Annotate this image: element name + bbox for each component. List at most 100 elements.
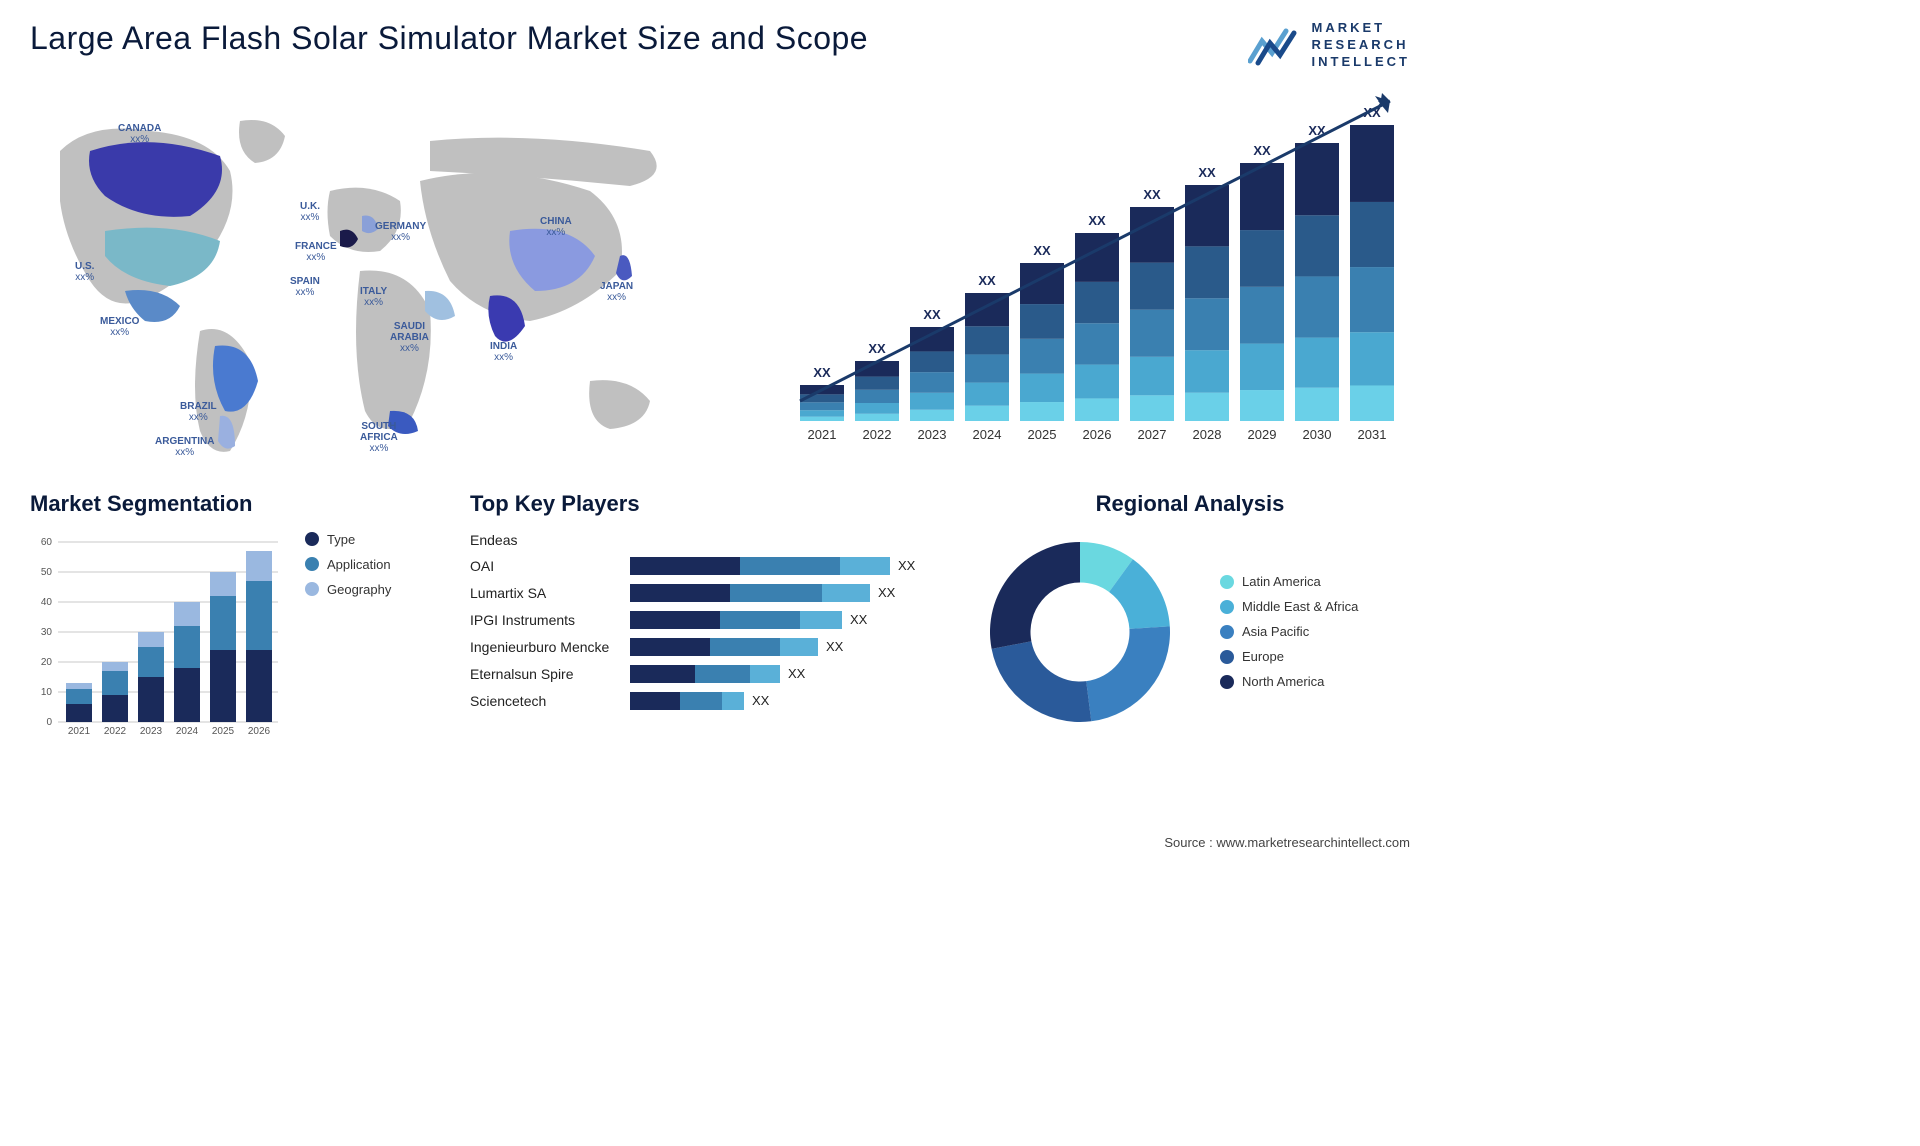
player-value: XX [788, 666, 805, 681]
svg-text:2021: 2021 [808, 427, 837, 442]
player-value: XX [752, 693, 769, 708]
world-map: CANADAxx% U.S.xx% MEXICOxx% BRAZILxx% ARGENT… [30, 81, 760, 461]
player-label: OAI [470, 558, 630, 574]
map-label: MEXICOxx% [100, 316, 139, 338]
svg-text:2022: 2022 [863, 427, 892, 442]
legend-item: Asia Pacific [1220, 624, 1358, 639]
legend-item: Middle East & Africa [1220, 599, 1358, 614]
player-value: XX [850, 612, 867, 627]
svg-text:20: 20 [41, 657, 53, 668]
svg-text:XX: XX [978, 273, 996, 288]
svg-text:2029: 2029 [1248, 427, 1277, 442]
svg-text:2031: 2031 [1358, 427, 1387, 442]
svg-text:XX: XX [1143, 187, 1161, 202]
legend-item: Europe [1220, 649, 1358, 664]
players-section: Top Key Players EndeasOAIXXLumartix SAXX… [470, 491, 950, 742]
player-label: IPGI Instruments [470, 612, 630, 628]
map-label: INDIAxx% [490, 341, 517, 363]
map-label: ITALYxx% [360, 286, 387, 308]
player-row: Lumartix SA XX [470, 584, 950, 602]
player-bar-wrap: XX [630, 692, 950, 710]
segmentation-section: Market Segmentation 01020304050602021202… [30, 491, 450, 742]
player-row: Eternalsun Spire XX [470, 665, 950, 683]
logo: MARKET RESEARCH INTELLECT [1248, 20, 1411, 71]
regional-section: Regional Analysis Latin America Middle Ea… [970, 491, 1410, 742]
svg-text:30: 30 [41, 627, 53, 638]
svg-text:2026: 2026 [248, 726, 271, 737]
player-label: Ingenieurburo Mencke [470, 639, 630, 655]
seg-bars [66, 551, 272, 722]
player-bar-wrap: XX [630, 638, 950, 656]
player-row: OAI XX [470, 557, 950, 575]
player-value: XX [878, 585, 895, 600]
map-label: SOUTHAFRICAxx% [360, 421, 398, 454]
player-bar [630, 665, 780, 683]
map-label: SAUDIARABIAxx% [390, 321, 429, 354]
svg-text:2027: 2027 [1138, 427, 1167, 442]
svg-text:60: 60 [41, 537, 53, 548]
map-label: CHINAxx% [540, 216, 572, 238]
svg-text:2023: 2023 [140, 726, 163, 737]
player-label: Endeas [470, 532, 630, 548]
legend-item: Application [305, 557, 391, 572]
svg-text:XX: XX [923, 307, 941, 322]
svg-text:2028: 2028 [1193, 427, 1222, 442]
svg-text:2022: 2022 [104, 726, 127, 737]
bottom-row: Market Segmentation 01020304050602021202… [30, 491, 1410, 742]
logo-line3: INTELLECT [1312, 54, 1411, 71]
map-label: CANADAxx% [118, 123, 161, 145]
logo-line2: RESEARCH [1312, 37, 1411, 54]
map-label: BRAZILxx% [180, 401, 217, 423]
player-label: Sciencetech [470, 693, 630, 709]
player-bar-wrap: XX [630, 557, 950, 575]
svg-text:2026: 2026 [1083, 427, 1112, 442]
segmentation-title: Market Segmentation [30, 491, 450, 517]
growth-bars: XXXXXXXXXXXXXXXXXXXXXX [800, 105, 1394, 421]
map-label: SPAINxx% [290, 276, 320, 298]
top-row: CANADAxx% U.S.xx% MEXICOxx% BRAZILxx% ARGENT… [30, 81, 1410, 461]
segmentation-svg: 0102030405060202120222023202420252026 [30, 532, 290, 742]
player-bar-wrap: XX [630, 611, 950, 629]
svg-text:2025: 2025 [1028, 427, 1057, 442]
svg-text:50: 50 [41, 567, 53, 578]
player-bar [630, 692, 744, 710]
source-label: Source : www.marketresearchintellect.com [1164, 835, 1410, 850]
player-row: Endeas [470, 532, 950, 548]
svg-text:2025: 2025 [212, 726, 235, 737]
map-label: JAPANxx% [600, 281, 633, 303]
svg-text:2023: 2023 [918, 427, 947, 442]
header: Large Area Flash Solar Simulator Market … [30, 20, 1410, 71]
player-row: IPGI Instruments XX [470, 611, 950, 629]
svg-text:10: 10 [41, 687, 53, 698]
svg-text:XX: XX [868, 341, 886, 356]
svg-text:XX: XX [1033, 243, 1051, 258]
svg-text:XX: XX [1198, 165, 1216, 180]
player-value: XX [898, 558, 915, 573]
map-label: U.S.xx% [75, 261, 94, 283]
player-label: Eternalsun Spire [470, 666, 630, 682]
regional-title: Regional Analysis [970, 491, 1410, 517]
player-bar [630, 557, 890, 575]
player-bar-wrap: XX [630, 584, 950, 602]
svg-text:2021: 2021 [68, 726, 91, 737]
player-row: Ingenieurburo MenckeXX [470, 638, 950, 656]
svg-text:2024: 2024 [176, 726, 199, 737]
growth-svg: XXXXXXXXXXXXXXXXXXXXXX 20212022202320242… [790, 81, 1410, 461]
map-label: ARGENTINAxx% [155, 436, 214, 458]
segmentation-legend: TypeApplicationGeography [305, 532, 391, 742]
regional-legend: Latin America Middle East & Africa Asia Pa… [1220, 574, 1358, 689]
player-bar [630, 611, 842, 629]
logo-line1: MARKET [1312, 20, 1411, 37]
player-label: Lumartix SA [470, 585, 630, 601]
logo-text: MARKET RESEARCH INTELLECT [1312, 20, 1411, 71]
legend-item: Latin America [1220, 574, 1358, 589]
player-bar-wrap: XX [630, 665, 950, 683]
map-label: U.K.xx% [300, 201, 320, 223]
legend-item: Type [305, 532, 391, 547]
growth-axis: 2021202220232024202520262027202820292030… [808, 427, 1387, 442]
page-title: Large Area Flash Solar Simulator Market … [30, 20, 868, 57]
svg-text:XX: XX [1253, 143, 1271, 158]
player-bar [630, 584, 870, 602]
svg-text:XX: XX [1088, 213, 1106, 228]
regional-svg [970, 532, 1190, 732]
